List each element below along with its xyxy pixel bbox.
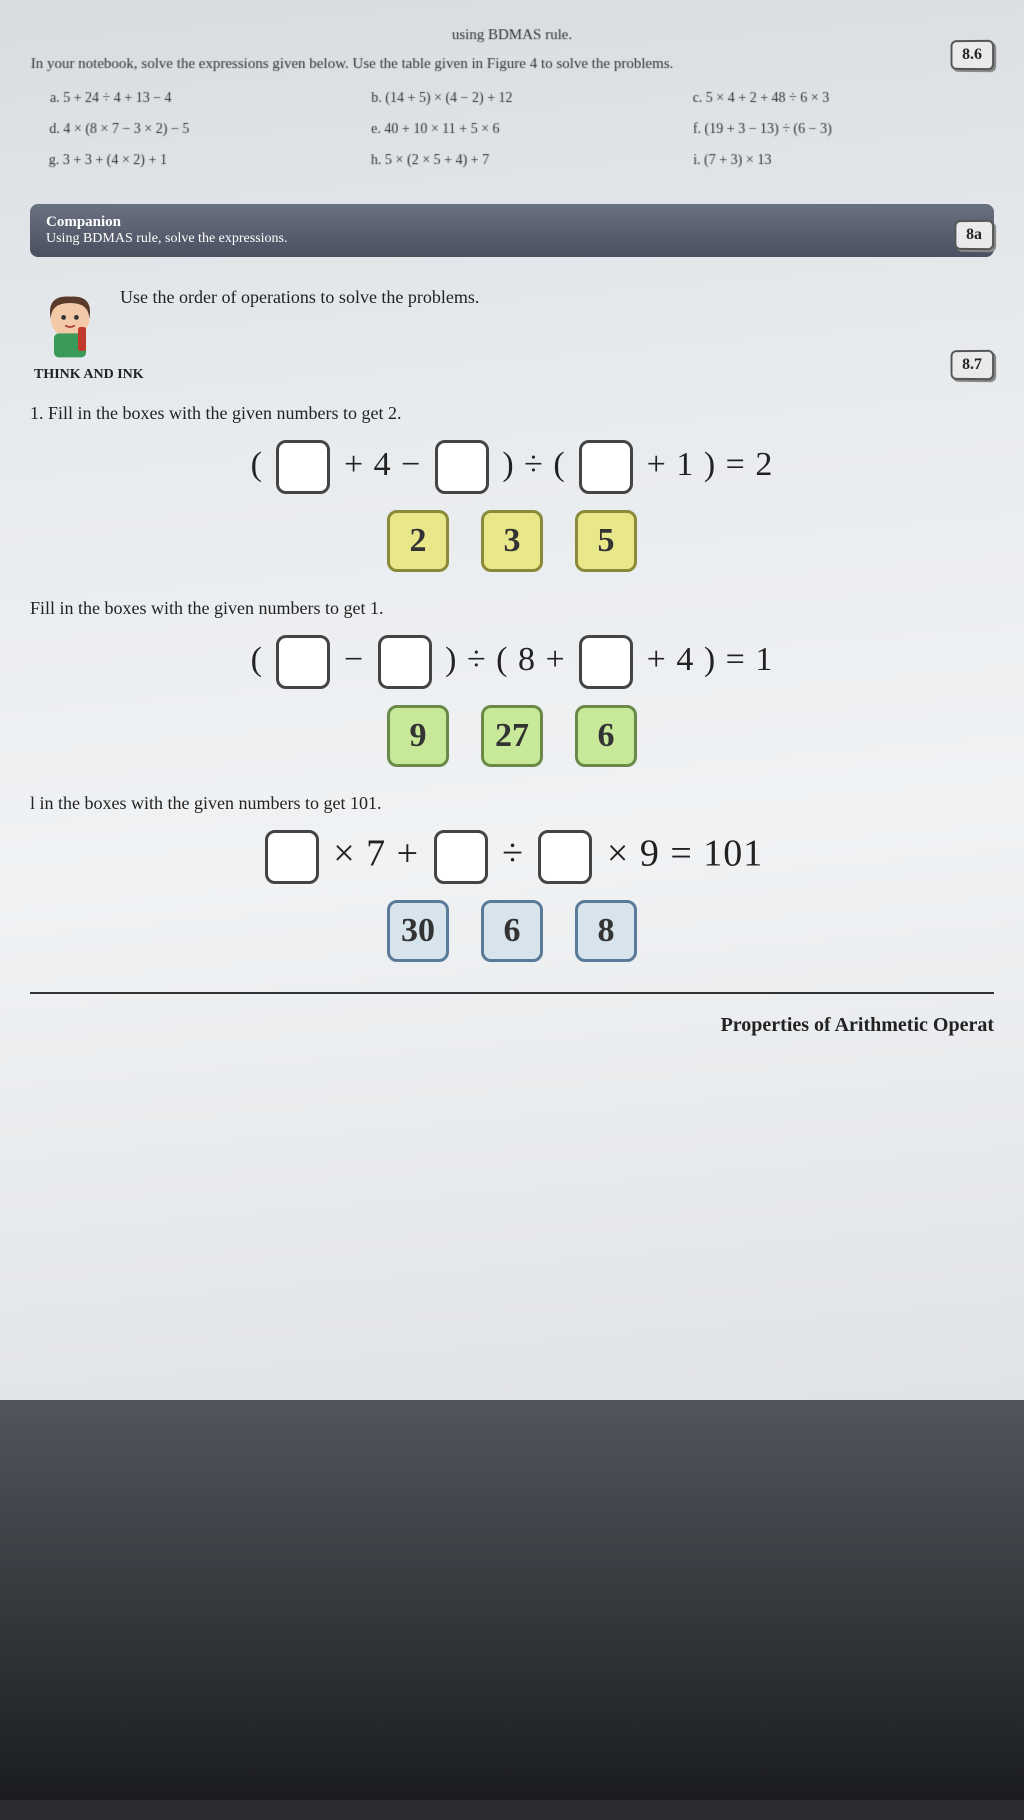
eq-text: + 4 ) = 1 (647, 640, 774, 677)
ex-d: d. 4 × (8 × 7 − 3 × 2) − 5 (49, 117, 351, 142)
number-chip[interactable]: 27 (481, 705, 543, 767)
ex-g: g. 3 + 3 + (4 × 2) + 1 (48, 148, 351, 173)
footer-text: Properties of Arithmetic Operat (721, 1014, 994, 1036)
companion-title: Companion (46, 214, 978, 231)
rule-line: using BDMAS rule. (31, 22, 993, 49)
eq-text: ) ÷ ( (502, 445, 575, 482)
exercise-grid: a. 5 + 24 ÷ 4 + 13 − 4 b. (14 + 5) × (4 … (48, 86, 995, 174)
think-and-ink: THINK AND INK (34, 367, 994, 383)
answer-box[interactable] (276, 440, 330, 494)
number-chip[interactable]: 8 (575, 900, 637, 962)
eq-text: ) ÷ ( 8 + (445, 640, 575, 677)
answer-box[interactable] (276, 635, 330, 689)
footer: Properties of Arithmetic Operat (30, 992, 994, 1037)
table-surface (0, 1400, 1024, 1800)
problem1-equation: ( + 4 − ) ÷ ( + 1 ) = 2 (30, 440, 994, 494)
section-intro: Use the order of operations to solve the… (120, 287, 994, 308)
eq-text: + 1 ) = 2 (647, 445, 774, 482)
problem2-chips: 9 27 6 (30, 705, 994, 767)
girl-avatar-icon (30, 287, 110, 367)
number-chip[interactable]: 2 (387, 510, 449, 572)
problem3-equation: × 7 + ÷ × 9 = 101 (30, 830, 994, 884)
eq-text: × 9 = 101 (607, 832, 763, 874)
answer-box[interactable] (579, 440, 633, 494)
ex-f: f. (19 + 3 − 13) ÷ (6 − 3) (693, 117, 995, 142)
number-chip[interactable]: 3 (481, 510, 543, 572)
answer-box[interactable] (434, 830, 488, 884)
eq-text: ( (251, 640, 263, 677)
ex-a: a. 5 + 24 ÷ 4 + 13 − 4 (50, 86, 352, 111)
tag-8a: 8a (954, 220, 994, 250)
number-chip[interactable]: 6 (481, 900, 543, 962)
number-chip[interactable]: 6 (575, 705, 637, 767)
number-chip[interactable]: 30 (387, 900, 449, 962)
answer-box[interactable] (378, 635, 432, 689)
companion-bar: Companion Using BDMAS rule, solve the ex… (30, 204, 994, 257)
ex-e: e. 40 + 10 × 11 + 5 × 6 (371, 117, 673, 142)
answer-box[interactable] (579, 635, 633, 689)
eq-text: − (344, 640, 374, 677)
problem2-equation: ( − ) ÷ ( 8 + + 4 ) = 1 (30, 635, 994, 689)
number-chip[interactable]: 5 (575, 510, 637, 572)
answer-box[interactable] (435, 440, 489, 494)
ex-h: h. 5 × (2 × 5 + 4) + 7 (371, 148, 673, 173)
instruction: In your notebook, solve the expressions … (30, 51, 993, 78)
companion-subtitle: Using BDMAS rule, solve the expressions. (46, 231, 978, 247)
number-chip[interactable]: 9 (387, 705, 449, 767)
problem3-chips: 30 6 8 (30, 900, 994, 962)
page: 8.6 using BDMAS rule. In your notebook, … (0, 0, 1024, 1400)
eq-text: + 4 − (344, 445, 431, 482)
answer-box[interactable] (265, 830, 319, 884)
problem1-text: 1. Fill in the boxes with the given numb… (30, 403, 994, 424)
problem2-text: Fill in the boxes with the given numbers… (30, 598, 994, 619)
ex-i: i. (7 + 3) × 13 (693, 148, 996, 173)
eq-text: ( (251, 445, 263, 482)
top-exercise-block: using BDMAS rule. In your notebook, solv… (28, 22, 995, 173)
ex-b: b. (14 + 5) × (4 − 2) + 12 (371, 86, 673, 111)
eq-text: ÷ (502, 832, 534, 874)
eq-text: × 7 + (333, 832, 429, 874)
tag-8-7: 8.7 (951, 350, 995, 380)
problem1-chips: 2 3 5 (30, 510, 994, 572)
problem3-text: l in the boxes with the given numbers to… (30, 793, 994, 814)
ex-c: c. 5 × 4 + 2 + 48 ÷ 6 × 3 (693, 86, 995, 111)
answer-box[interactable] (538, 830, 592, 884)
